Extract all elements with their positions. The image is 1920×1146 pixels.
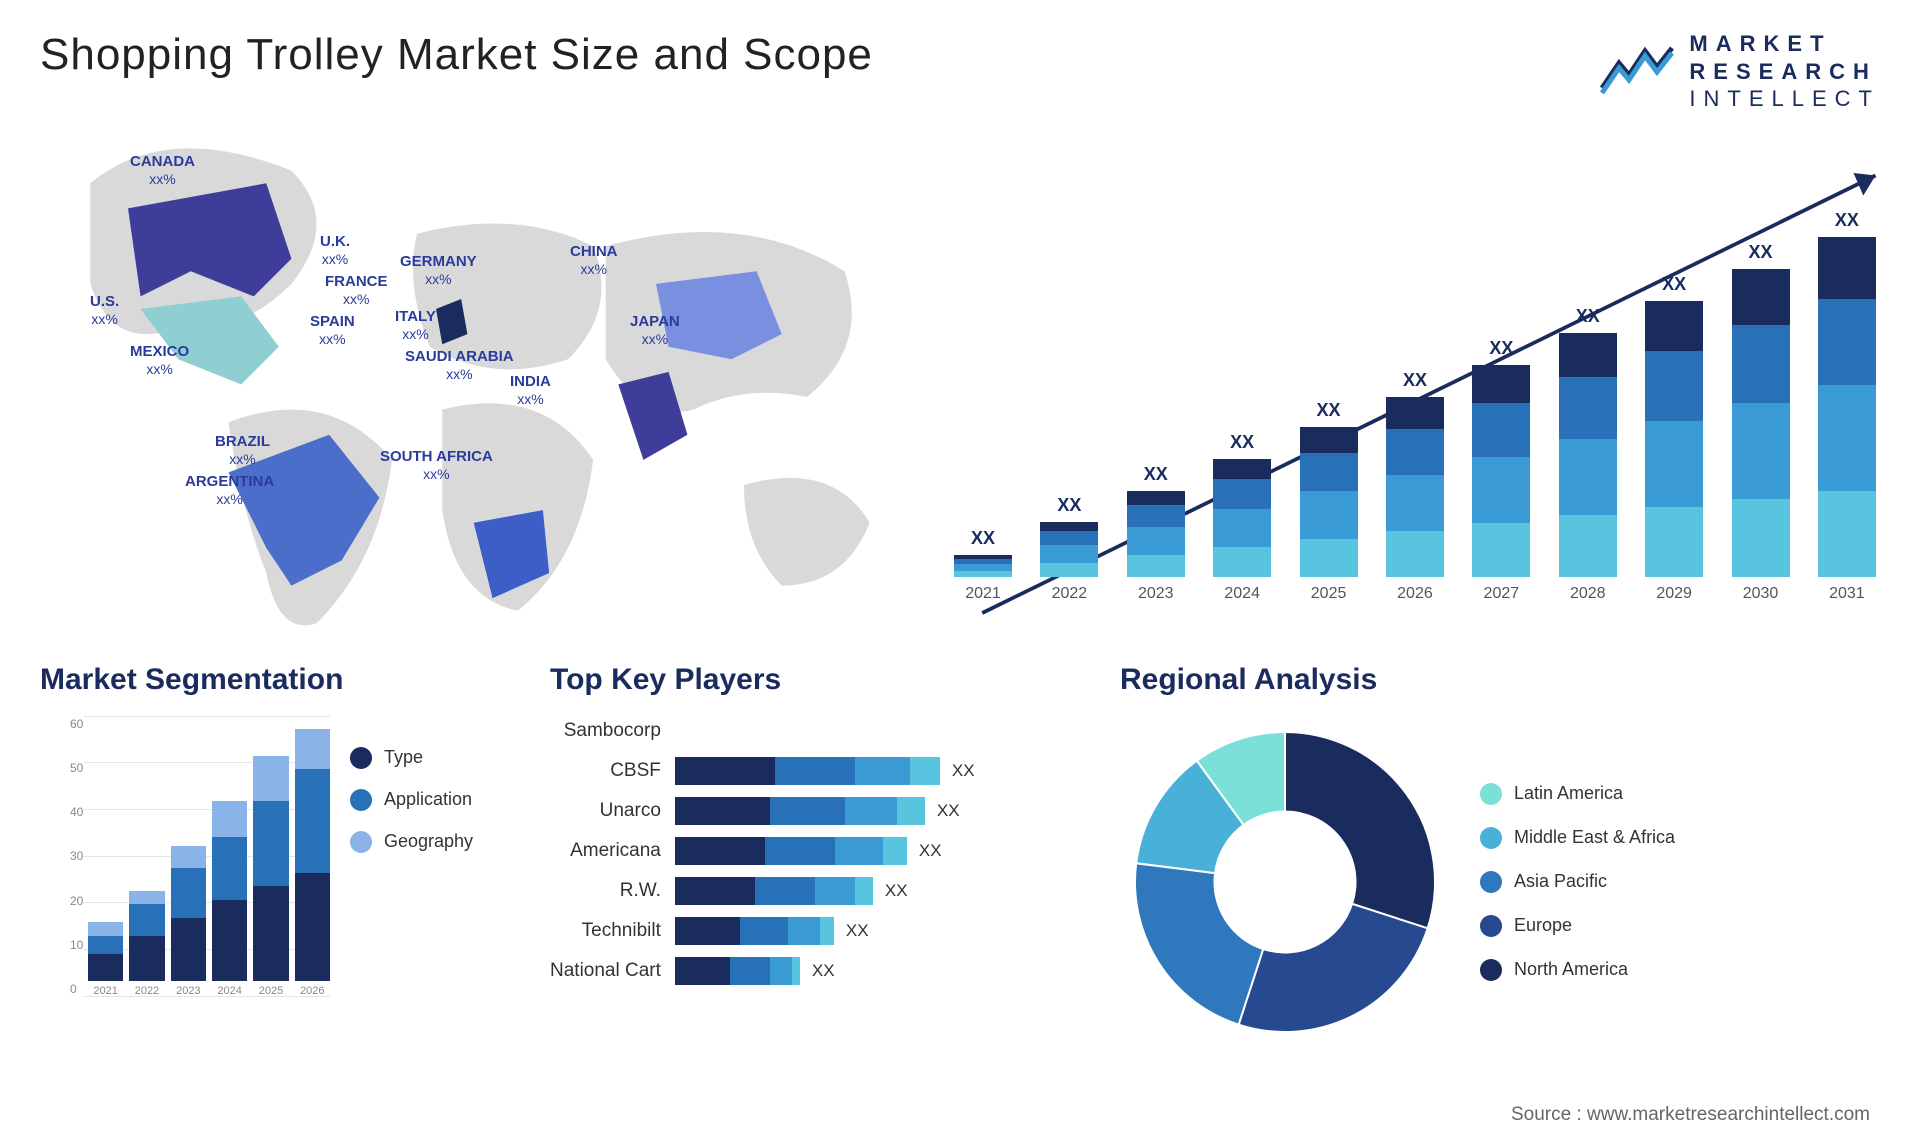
map-label-india: INDIAxx%: [510, 373, 551, 408]
player-name-0: Sambocorp: [550, 717, 661, 745]
region-legend-europe: Europe: [1480, 915, 1675, 937]
growth-bar-2024: XX2024: [1209, 432, 1275, 603]
growth-bar-2026: XX2026: [1382, 370, 1448, 603]
map-label-uk: U.K.xx%: [320, 233, 350, 268]
regional-donut-chart: [1120, 717, 1450, 1047]
brand-logo: MARKET RESEARCH INTELLECT: [1597, 30, 1880, 113]
player-name-3: Americana: [550, 837, 661, 865]
map-label-france: FRANCExx%: [325, 273, 388, 308]
map-svg: [40, 133, 920, 661]
map-label-brazil: BRAZILxx%: [215, 433, 270, 468]
region-legend-middle-east---africa: Middle East & Africa: [1480, 827, 1675, 849]
player-bar-5: XX: [675, 917, 975, 945]
seg-legend-application: Application: [350, 789, 473, 811]
map-label-canada: CANADAxx%: [130, 153, 195, 188]
map-label-southafrica: SOUTH AFRICAxx%: [380, 448, 493, 483]
region-legend-north-america: North America: [1480, 959, 1675, 981]
player-name-4: R.W.: [550, 877, 661, 905]
players-title: Top Key Players: [550, 663, 1090, 697]
growth-bar-2029: XX2029: [1641, 274, 1707, 603]
player-name-2: Unarco: [550, 797, 661, 825]
map-label-japan: JAPANxx%: [630, 313, 680, 348]
segmentation-chart: 6050403020100 202120222023202420252026: [40, 717, 330, 1017]
player-bar-2: XX: [675, 797, 975, 825]
map-label-mexico: MEXICOxx%: [130, 343, 189, 378]
map-label-china: CHINAxx%: [570, 243, 618, 278]
world-map: CANADAxx% U.S.xx% MEXICOxx% BRAZILxx% ARGENT…: [40, 133, 920, 633]
map-label-us: U.S.xx%: [90, 293, 119, 328]
growth-bar-2023: XX2023: [1123, 464, 1189, 603]
player-bar-3: XX: [675, 837, 975, 865]
player-name-5: Technibilt: [550, 917, 661, 945]
growth-bar-2021: XX2021: [950, 528, 1016, 603]
player-name-6: National Cart: [550, 957, 661, 985]
region-legend-latin-america: Latin America: [1480, 783, 1675, 805]
source-line: Source : www.marketresearchintellect.com: [1511, 1104, 1870, 1126]
page-title: Shopping Trolley Market Size and Scope: [40, 30, 873, 80]
player-bar-4: XX: [675, 877, 975, 905]
player-bar-6: XX: [675, 957, 975, 985]
seg-bar-2026: 2026: [295, 729, 330, 997]
growth-bar-2030: XX2030: [1728, 242, 1794, 603]
growth-bar-2027: XX2027: [1468, 338, 1534, 603]
seg-bar-2022: 2022: [129, 891, 164, 997]
map-label-italy: ITALYxx%: [395, 308, 436, 343]
segmentation-title: Market Segmentation: [40, 663, 520, 697]
map-label-saudiarabia: SAUDI ARABIAxx%: [405, 348, 514, 383]
map-label-spain: SPAINxx%: [310, 313, 355, 348]
logo-line1: MARKET: [1689, 30, 1880, 58]
growth-bar-2031: XX2031: [1814, 210, 1880, 603]
player-bar-1: XX: [675, 757, 975, 785]
seg-bar-2024: 2024: [212, 801, 247, 997]
player-name-1: CBSF: [550, 757, 661, 785]
growth-bar-2028: XX2028: [1555, 306, 1621, 603]
logo-line3: INTELLECT: [1689, 85, 1880, 113]
map-label-argentina: ARGENTINAxx%: [185, 473, 274, 508]
growth-bar-2022: XX2022: [1036, 495, 1102, 603]
map-label-germany: GERMANYxx%: [400, 253, 477, 288]
logo-line2: RESEARCH: [1689, 58, 1880, 86]
seg-bar-2021: 2021: [88, 922, 123, 997]
growth-bar-2025: XX2025: [1296, 400, 1362, 603]
seg-legend-geography: Geography: [350, 831, 473, 853]
seg-bar-2025: 2025: [253, 756, 288, 997]
seg-bar-2023: 2023: [171, 846, 206, 997]
region-legend-asia-pacific: Asia Pacific: [1480, 871, 1675, 893]
seg-legend-type: Type: [350, 747, 473, 769]
growth-bar-chart: XX2021 XX2022 XX2023 XX2024 XX2025 XX2026 XX20…: [950, 133, 1880, 633]
regional-title: Regional Analysis: [1120, 663, 1880, 697]
